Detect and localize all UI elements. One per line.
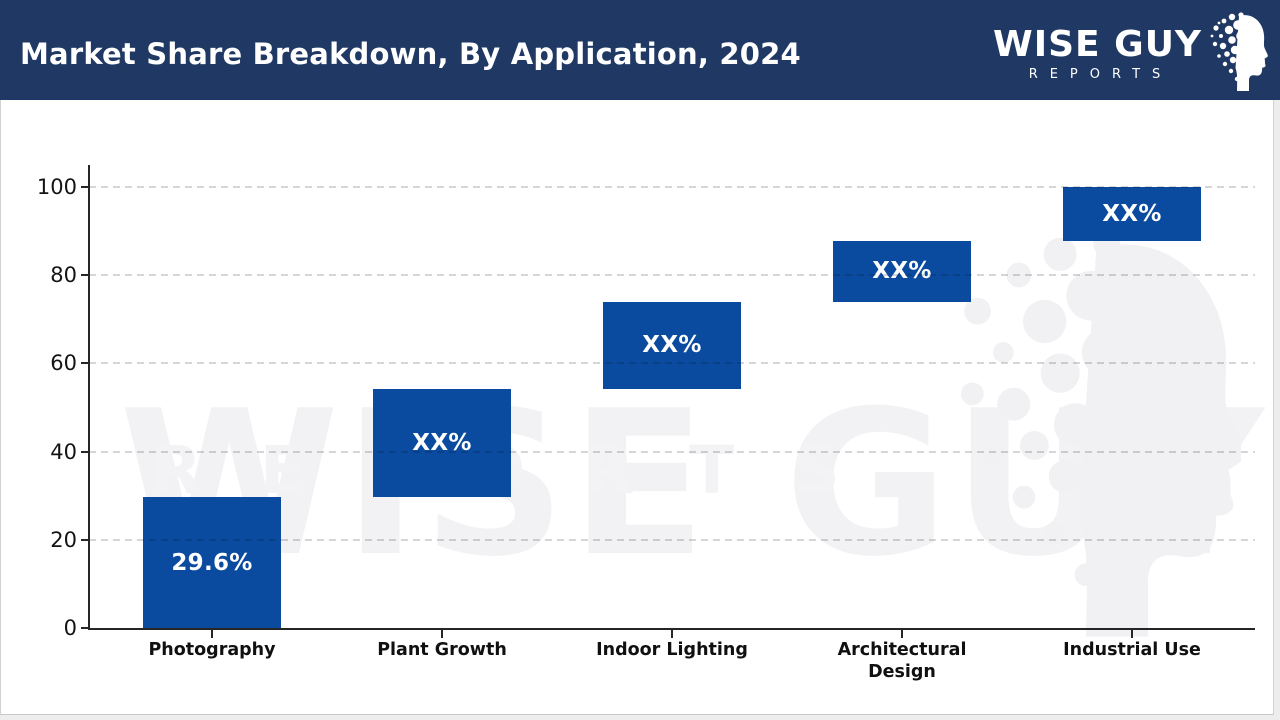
x-tick-mark — [441, 630, 443, 638]
bar-value-label: XX% — [642, 332, 702, 359]
x-tick-mark — [901, 630, 903, 638]
bar-indoor-lighting: XX% — [603, 301, 741, 389]
gridline — [89, 450, 1255, 453]
wise-guy-logo: WISE GUY REPORTS — [993, 6, 1268, 96]
gridline — [89, 538, 1255, 541]
logo-wordmark: WISE GUY REPORTS — [992, 23, 1202, 82]
bar-plant-growth: XX% — [373, 388, 511, 498]
x-axis-spine — [88, 628, 1255, 630]
chart-area: WISE GUY REPORTS 29.6% Photography XX% Plan… — [0, 100, 1274, 715]
x-category-label: Photography — [148, 640, 276, 660]
y-tick-mark — [81, 362, 88, 365]
gridline — [89, 186, 1255, 188]
y-tick-label: 20 — [50, 527, 77, 552]
bar-photography: 29.6% — [143, 497, 281, 628]
y-tick-label: 0 — [63, 616, 77, 640]
y-tick-mark — [81, 627, 88, 629]
page-title: Market Share Breakdown, By Application, … — [20, 37, 801, 71]
logo-subtitle-text: REPORTS — [1028, 66, 1173, 82]
y-tick-mark — [81, 274, 88, 277]
x-tick-mark — [1131, 630, 1133, 638]
y-tick-mark — [81, 450, 88, 453]
y-tick-mark — [81, 538, 88, 541]
x-category-label: Plant Growth — [377, 640, 507, 660]
watermark-head-icon — [960, 230, 1241, 637]
bar-industrial-use: XX% — [1063, 187, 1201, 241]
bar-value-label: 29.6% — [171, 549, 253, 576]
y-tick-label: 60 — [50, 351, 77, 376]
x-category-label: Architectural Design — [837, 640, 967, 682]
x-category-label: Industrial Use — [1063, 640, 1201, 660]
gridline — [89, 274, 1255, 277]
bar-value-label: XX% — [1102, 200, 1162, 227]
waterfall-chart: 29.6% Photography XX% Plant Growth XX% Indoor… — [1, 100, 1273, 714]
y-tick-mark — [81, 186, 88, 188]
logo-name-text: WISE GUY — [992, 23, 1202, 65]
bar-value-label: XX% — [872, 258, 932, 285]
header-bar: Market Share Breakdown, By Application, … — [0, 0, 1280, 100]
logo-head-icon — [1210, 12, 1268, 91]
y-tick-label: 100 — [36, 175, 77, 199]
x-category-label: Indoor Lighting — [596, 640, 748, 660]
y-tick-label: 80 — [50, 263, 77, 288]
y-axis-spine — [88, 165, 90, 630]
y-tick-label: 40 — [50, 439, 77, 464]
x-tick-mark — [671, 630, 673, 638]
x-tick-mark — [211, 630, 213, 638]
bar-architectural-design: XX% — [833, 240, 971, 302]
gridline — [89, 362, 1255, 365]
bar-value-label: XX% — [412, 430, 472, 457]
